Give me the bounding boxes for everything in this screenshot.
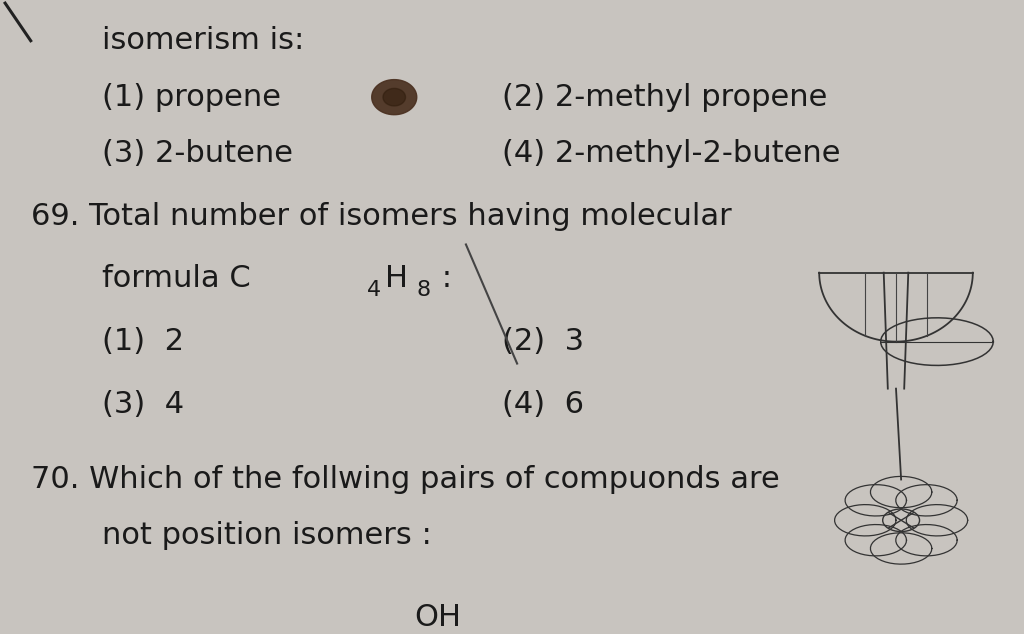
Text: H: H bbox=[385, 264, 408, 294]
Polygon shape bbox=[372, 80, 417, 115]
Text: (1) propene: (1) propene bbox=[102, 82, 282, 112]
Text: isomerism is:: isomerism is: bbox=[102, 26, 305, 55]
Text: (3) 2-butene: (3) 2-butene bbox=[102, 139, 294, 168]
Text: (4)  6: (4) 6 bbox=[502, 390, 584, 419]
Text: (3)  4: (3) 4 bbox=[102, 390, 184, 419]
Text: 8: 8 bbox=[417, 280, 431, 300]
Text: (2) 2-methyl propene: (2) 2-methyl propene bbox=[502, 82, 827, 112]
Text: (4) 2-methyl-2-butene: (4) 2-methyl-2-butene bbox=[502, 139, 841, 168]
Text: 70. Which of the follwing pairs of compuonds are: 70. Which of the follwing pairs of compu… bbox=[31, 465, 779, 494]
Text: formula C: formula C bbox=[102, 264, 251, 294]
Text: (2)  3: (2) 3 bbox=[502, 327, 584, 356]
Polygon shape bbox=[383, 88, 406, 106]
Text: 69. Total number of isomers having molecular: 69. Total number of isomers having molec… bbox=[31, 202, 731, 231]
Text: 4: 4 bbox=[367, 280, 381, 300]
Text: not position isomers :: not position isomers : bbox=[102, 521, 432, 550]
Text: (1)  2: (1) 2 bbox=[102, 327, 184, 356]
Text: :: : bbox=[432, 264, 453, 294]
Text: OH: OH bbox=[415, 603, 462, 632]
